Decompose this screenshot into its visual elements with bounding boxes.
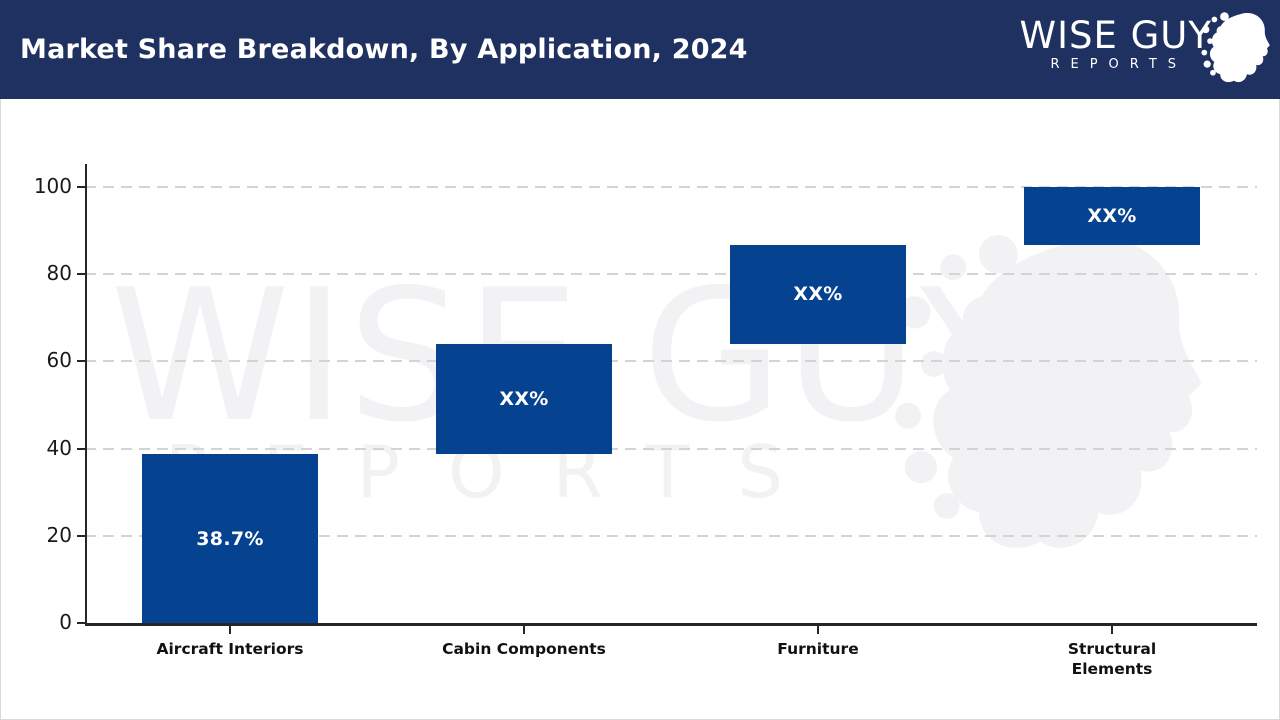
y-tick-label-40: 40 — [46, 435, 72, 460]
gridline-60 — [85, 360, 1257, 363]
y-tickmark-60 — [77, 360, 85, 363]
x-tickmark-0 — [229, 625, 231, 634]
y-tickmark-20 — [77, 534, 85, 537]
x-tick-label-0: Aircraft Interiors — [156, 640, 304, 658]
x-tickmark-3 — [1111, 625, 1113, 634]
logo-reports-label: REPORTS — [1050, 57, 1188, 72]
y-tickmark-100 — [77, 186, 85, 188]
x-tick-label-3: Structural Elements — [1067, 640, 1157, 678]
gridline-40 — [85, 447, 1257, 450]
watermark-face-logo — [895, 234, 1202, 548]
bar-value-label: XX% — [793, 283, 843, 306]
logo-wiseguy-label: WISE GUY — [1019, 14, 1212, 57]
y-tick-label-80: 80 — [46, 261, 72, 286]
y-tickmark-80 — [77, 273, 85, 276]
y-tickmark-0 — [77, 622, 85, 624]
x-axis-line — [85, 623, 1257, 626]
y-tick-label-100: 100 — [33, 174, 72, 198]
logo-text: WISE GUY REPORTS — [1019, 14, 1212, 73]
y-axis-line — [85, 164, 87, 626]
x-tickmark-2 — [817, 625, 819, 634]
bar-structural-elements: XX% — [1024, 187, 1200, 245]
y-tick-label-20: 20 — [46, 522, 72, 547]
page-title: Market Share Breakdown, By Application, … — [20, 34, 748, 65]
y-tickmark-40 — [77, 447, 85, 450]
bar-furniture: XX% — [730, 244, 906, 344]
wise-guy-logo: WISE GUY REPORTS — [1019, 0, 1272, 99]
x-tickmark-1 — [523, 625, 525, 634]
bar-value-label: XX% — [499, 388, 549, 411]
bar-value-label: XX% — [1087, 204, 1137, 227]
bar-cabin-components: XX% — [436, 343, 612, 455]
y-tick-label-0: 0 — [59, 610, 72, 634]
gridline-100 — [85, 186, 1257, 188]
bar-aircraft-interiors: 38.7% — [142, 454, 318, 623]
gridline-80 — [85, 273, 1257, 276]
header-bar: Market Share Breakdown, By Application, … — [0, 0, 1280, 99]
bar-value-label: 38.7% — [196, 527, 264, 550]
x-tick-label-1: Cabin Components — [442, 640, 606, 658]
x-tick-label-2: Furniture — [777, 640, 859, 658]
y-tick-label-60: 60 — [46, 348, 72, 373]
logo-face-icon — [1201, 12, 1270, 83]
gridline-20 — [85, 534, 1257, 537]
